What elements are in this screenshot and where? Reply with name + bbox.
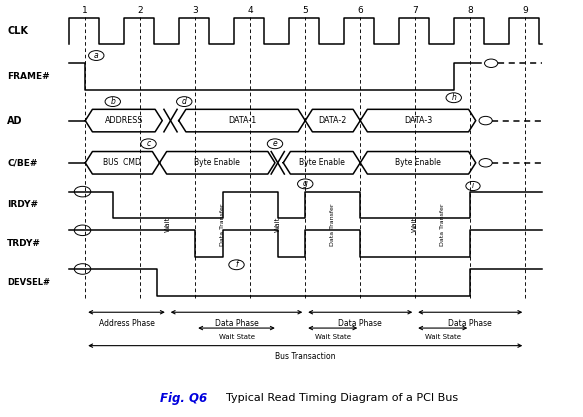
Text: BUS  CMD: BUS CMD (103, 158, 141, 167)
Text: Address Phase: Address Phase (99, 319, 154, 328)
Text: DATA-1: DATA-1 (228, 116, 256, 125)
Text: i: i (472, 181, 474, 191)
Text: Byte Enable: Byte Enable (299, 158, 345, 167)
Text: DATA-3: DATA-3 (404, 116, 432, 125)
Text: e: e (273, 139, 278, 148)
Text: Data Phase: Data Phase (338, 319, 382, 328)
Text: c: c (146, 139, 150, 148)
Text: Byte Enable: Byte Enable (395, 158, 441, 167)
Text: FRAME#: FRAME# (7, 72, 50, 81)
Text: 2: 2 (138, 6, 143, 15)
Text: Wait: Wait (412, 217, 418, 232)
Text: Data Transfer: Data Transfer (440, 203, 445, 246)
Text: IRDY#: IRDY# (7, 201, 38, 209)
Text: AD: AD (7, 116, 23, 126)
Text: Wait State: Wait State (315, 334, 351, 340)
Text: DATA-2: DATA-2 (318, 116, 347, 125)
Text: 9: 9 (522, 6, 528, 15)
Text: Data Phase: Data Phase (215, 319, 258, 328)
Text: Fig. Q6: Fig. Q6 (160, 392, 206, 405)
Text: Typical Read Timing Diagram of a PCI Bus: Typical Read Timing Diagram of a PCI Bus (226, 393, 458, 403)
Text: Wait: Wait (165, 217, 171, 232)
Text: Data Transfer: Data Transfer (330, 203, 335, 246)
Text: g: g (303, 179, 308, 188)
Text: Byte Enable: Byte Enable (194, 158, 240, 167)
Text: ADDRESS: ADDRESS (104, 116, 143, 125)
Text: 4: 4 (247, 6, 253, 15)
Text: CLK: CLK (7, 26, 28, 36)
Text: f: f (235, 260, 238, 269)
Text: 6: 6 (357, 6, 363, 15)
Text: b: b (110, 97, 115, 106)
Text: Wait State: Wait State (425, 334, 461, 340)
Text: h: h (451, 93, 456, 102)
Text: TRDY#: TRDY# (7, 239, 41, 248)
Text: a: a (94, 51, 99, 60)
Text: d: d (182, 97, 187, 106)
Text: DEVSEL#: DEVSEL# (7, 278, 50, 287)
Text: 8: 8 (468, 6, 473, 15)
Text: 3: 3 (192, 6, 198, 15)
Text: 7: 7 (412, 6, 418, 15)
Text: 5: 5 (303, 6, 308, 15)
Text: Wait State: Wait State (219, 334, 255, 340)
Text: C/BE#: C/BE# (7, 158, 37, 167)
Text: Wait: Wait (275, 217, 281, 232)
Text: 1: 1 (82, 6, 88, 15)
Text: Bus Transaction: Bus Transaction (275, 352, 335, 361)
Text: Data Transfer: Data Transfer (220, 203, 225, 246)
Text: Data Phase: Data Phase (448, 319, 492, 328)
